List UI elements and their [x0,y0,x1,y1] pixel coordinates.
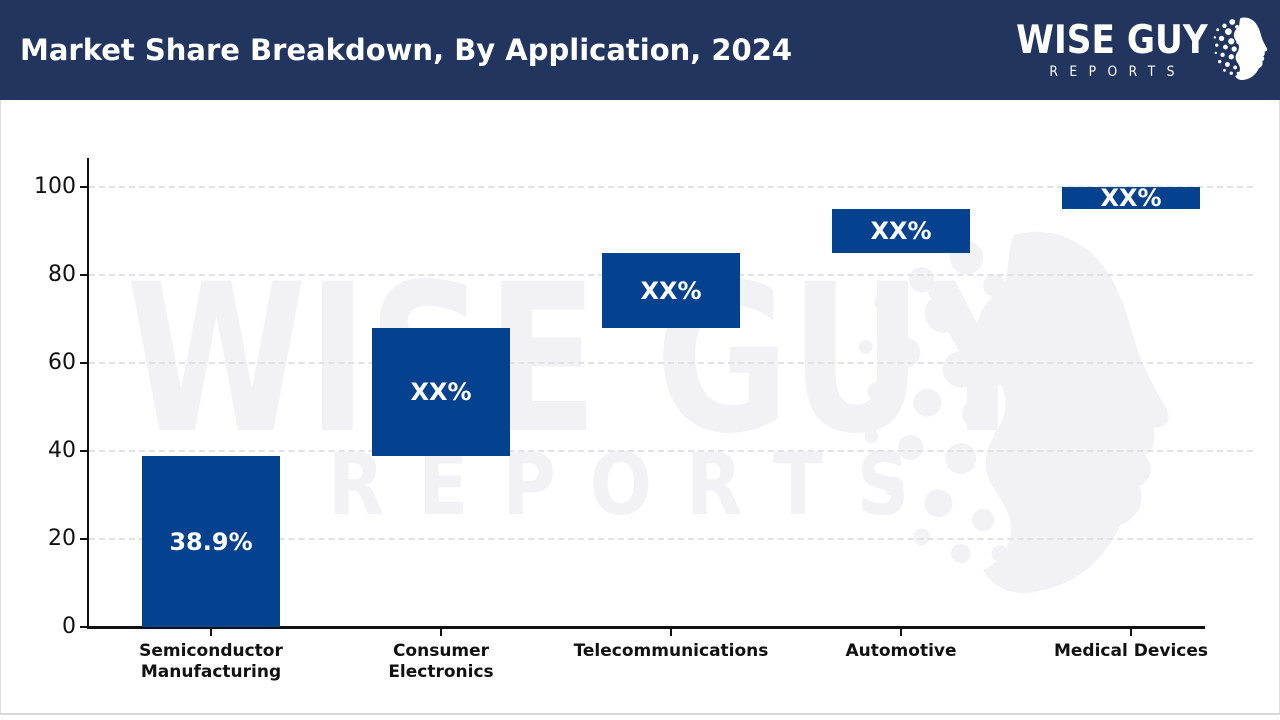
header-bar: Market Share Breakdown, By Application, … [0,0,1280,100]
y-tick-label: 100 [34,174,76,199]
market-share-bar: 38.9% [142,456,280,627]
x-category-label: Semiconductor Manufacturing [91,641,331,683]
market-share-bar: XX% [602,253,740,328]
x-category-label: Telecommunications [551,641,791,662]
x-category-label-line: Manufacturing [140,662,282,682]
y-tick-label: 40 [48,438,76,463]
x-category-label-line: Telecommunications [573,641,769,661]
page-title: Market Share Breakdown, By Application, … [20,33,793,67]
gridline [89,186,1253,188]
y-tick-label: 80 [48,262,76,287]
logo-text-wiseguy: WISE GUY [1016,17,1208,63]
y-axis-tick [80,538,89,540]
bar-value-label: XX% [1100,184,1162,212]
logo-wordmark: WISE GUY REPORTS [1016,17,1208,80]
x-axis-tick [210,628,212,636]
bar-value-label: 38.9% [169,527,253,556]
y-axis-tick [80,186,89,188]
y-axis-line [87,158,89,629]
bar-value-label: XX% [640,276,702,305]
y-tick-label: 0 [62,614,76,639]
gridline [89,362,1253,364]
market-share-bar: XX% [372,328,510,456]
y-tick-label: 20 [48,526,76,551]
gridline [89,538,1253,540]
y-axis-tick [80,362,89,364]
market-share-bar: XX% [1062,184,1200,212]
watermark-wiseguy-text: WISE GUY [126,241,1042,479]
x-category-label-line: Automotive [845,641,957,661]
canvas-bottom-border [0,713,1280,715]
x-axis-tick [670,628,672,636]
x-category-label: Automotive [781,641,1021,662]
bar-value-label: XX% [410,378,472,406]
x-axis-tick [1130,628,1132,636]
y-axis-tick [80,626,89,628]
x-axis-tick [900,628,902,636]
y-tick-label: 60 [48,350,76,375]
wise-guy-logo: WISE GUY REPORTS [990,16,1268,84]
x-category-label-line: Consumer [392,641,490,661]
y-axis-tick [80,274,89,276]
x-axis-tick [440,628,442,636]
y-axis-tick [80,450,89,452]
watermark-reports-text: REPORTS [328,435,944,535]
bar-value-label: XX% [870,217,932,245]
x-axis-line [87,626,1205,629]
x-category-label: Consumer Electronics [321,641,561,683]
watermark-head-icon [838,222,1173,617]
gridline [89,450,1253,452]
x-category-label-line: Medical Devices [1053,641,1208,661]
x-category-label: Medical Devices [1011,641,1251,662]
x-category-label-line: Electronics [388,662,494,682]
x-category-label-line: Semiconductor [139,641,283,661]
market-share-bar: XX% [832,209,970,253]
logo-text-reports: REPORTS [1049,63,1187,80]
wise-guy-head-icon [1210,16,1268,84]
